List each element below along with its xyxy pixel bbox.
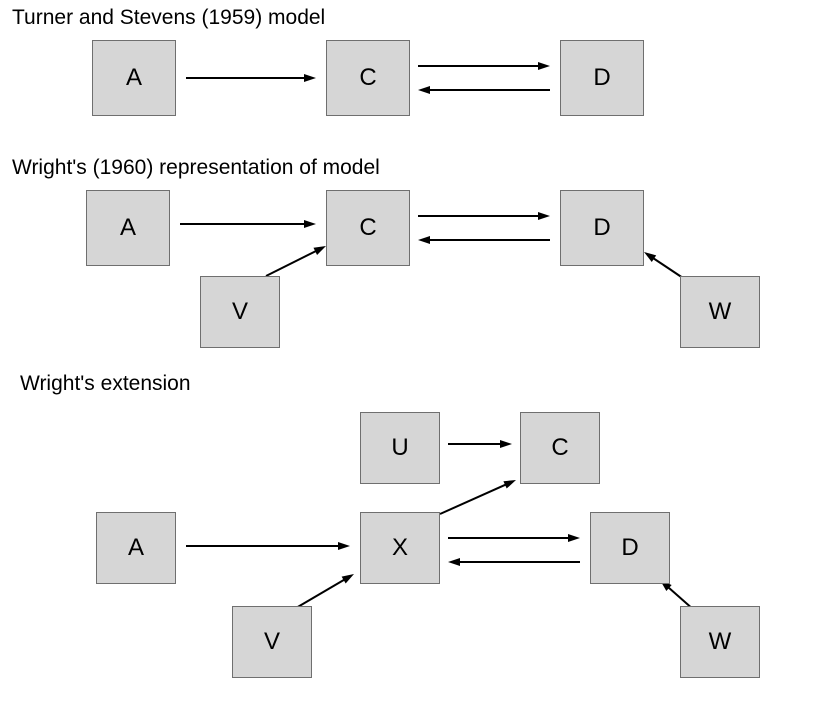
node-m3-D: D — [590, 512, 670, 584]
edge-e-m1-C-D — [418, 62, 550, 70]
node-m2-W: W — [680, 276, 760, 348]
node-m3-A: A — [96, 512, 176, 584]
edge-e-m3-X-D — [448, 534, 580, 542]
node-m2-D: D — [560, 190, 644, 266]
node-m1-A: A — [92, 40, 176, 116]
edge-e-m1-A-C — [186, 74, 316, 82]
edge-e-m2-D-C — [418, 236, 550, 244]
edge-e-m3-V-X — [296, 574, 354, 608]
node-m1-C: C — [326, 40, 410, 116]
node-m2-V: V — [200, 276, 280, 348]
node-m3-C: C — [520, 412, 600, 484]
node-m1-D: D — [560, 40, 644, 116]
edge-e-m3-D-X — [448, 558, 580, 566]
node-m3-X: X — [360, 512, 440, 584]
title2: Wright's (1960) representation of model — [12, 156, 380, 180]
node-m2-C: C — [326, 190, 410, 266]
edge-e-m3-X-C — [440, 480, 516, 514]
node-m2-A: A — [86, 190, 170, 266]
node-m3-W: W — [680, 606, 760, 678]
edge-e-m3-U-C — [448, 440, 512, 448]
node-m3-V: V — [232, 606, 312, 678]
edge-e-m2-V-C — [266, 246, 326, 276]
edge-e-m2-A-C — [180, 220, 316, 228]
edge-e-m2-C-D — [418, 212, 550, 220]
edge-e-m3-A-X — [186, 542, 350, 550]
title3: Wright's extension — [20, 372, 191, 396]
title1: Turner and Stevens (1959) model — [12, 6, 325, 30]
node-m3-U: U — [360, 412, 440, 484]
edge-e-m1-D-C — [418, 86, 550, 94]
